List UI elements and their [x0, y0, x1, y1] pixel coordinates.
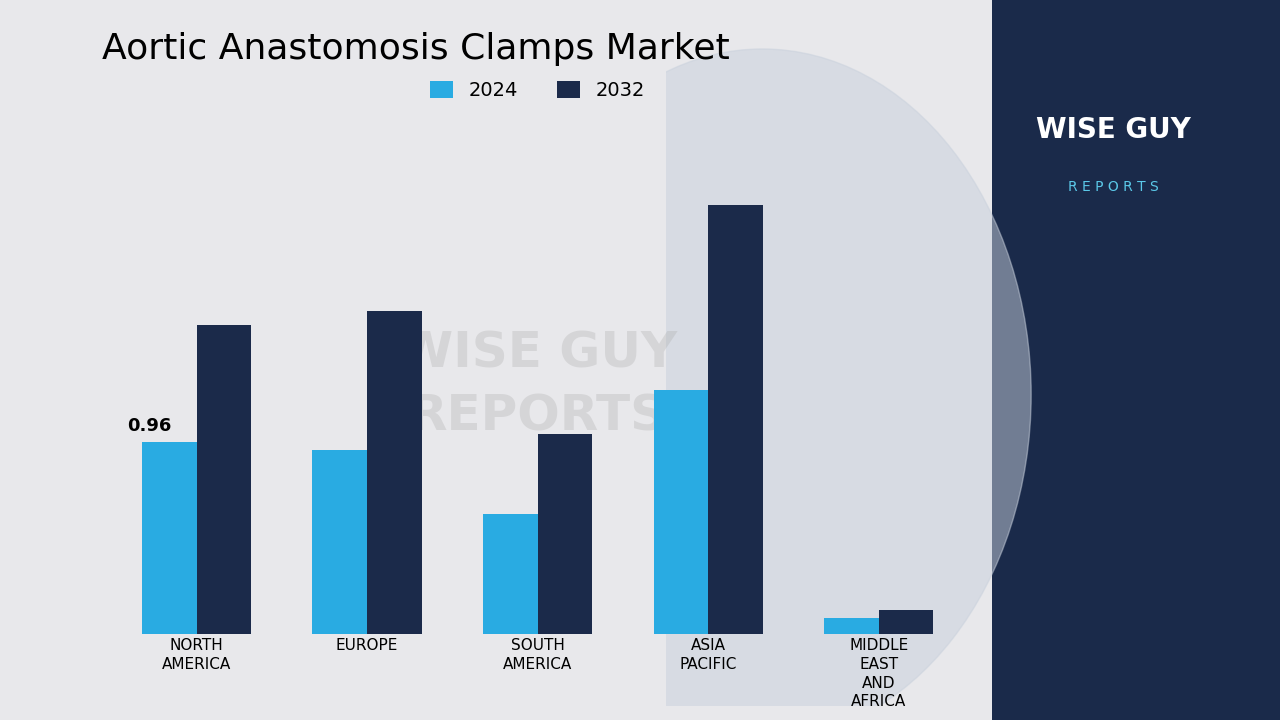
Text: Aortic Anastomosis Clamps Market: Aortic Anastomosis Clamps Market	[102, 32, 730, 66]
Text: WISE GUY: WISE GUY	[1036, 116, 1190, 143]
Bar	[538, 434, 593, 634]
Bar	[708, 205, 763, 634]
Bar	[824, 618, 878, 634]
Circle shape	[494, 49, 1032, 720]
Bar	[312, 450, 367, 634]
Bar	[197, 325, 251, 634]
Text: WISE GUY
REPORTS: WISE GUY REPORTS	[398, 329, 677, 441]
Bar	[483, 514, 538, 634]
Bar	[654, 390, 708, 634]
Bar	[142, 442, 197, 634]
Text: R E P O R T S: R E P O R T S	[1068, 180, 1158, 194]
Bar	[878, 610, 933, 634]
Legend: 2024, 2032: 2024, 2032	[422, 73, 653, 108]
Text: 0.96: 0.96	[128, 417, 172, 435]
Bar	[367, 310, 421, 634]
